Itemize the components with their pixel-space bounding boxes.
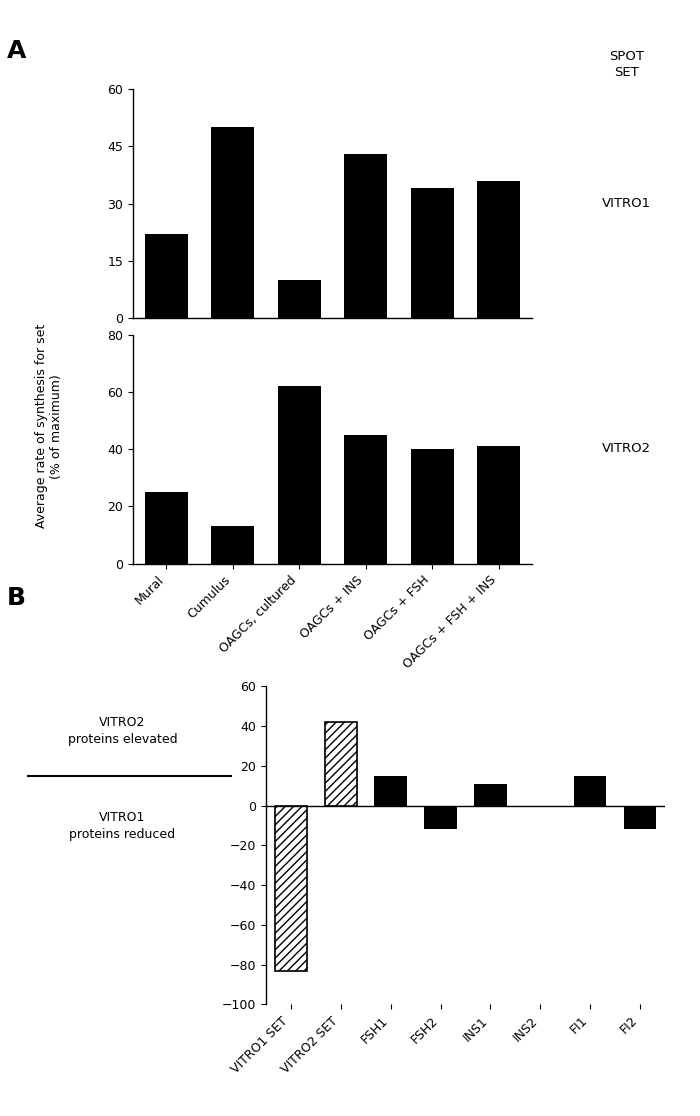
Text: VITRO1: VITRO1: [602, 196, 651, 210]
Bar: [411, 450, 454, 564]
Bar: [274, 806, 307, 971]
Text: A: A: [7, 39, 27, 64]
Bar: [211, 527, 254, 564]
Text: VITRO1
proteins reduced: VITRO1 proteins reduced: [69, 811, 176, 840]
Text: VITRO2
proteins elevated: VITRO2 proteins elevated: [68, 716, 177, 745]
Bar: [344, 154, 387, 318]
Text: Average rate of synthesis for set
(% of maximum): Average rate of synthesis for set (% of …: [35, 324, 63, 529]
Bar: [278, 280, 321, 318]
Bar: [145, 234, 188, 318]
Bar: [477, 446, 520, 564]
Bar: [211, 127, 254, 318]
Bar: [424, 806, 457, 829]
Bar: [624, 806, 657, 829]
Bar: [344, 435, 387, 564]
Bar: [374, 776, 407, 806]
Text: VITRO2: VITRO2: [602, 442, 651, 455]
Bar: [474, 783, 507, 806]
Bar: [325, 722, 357, 806]
Text: B: B: [7, 586, 26, 610]
Bar: [278, 386, 321, 564]
Bar: [574, 776, 606, 806]
Bar: [477, 181, 520, 318]
Bar: [145, 492, 188, 564]
Bar: [411, 189, 454, 318]
Text: SPOT
SET: SPOT SET: [609, 50, 644, 79]
